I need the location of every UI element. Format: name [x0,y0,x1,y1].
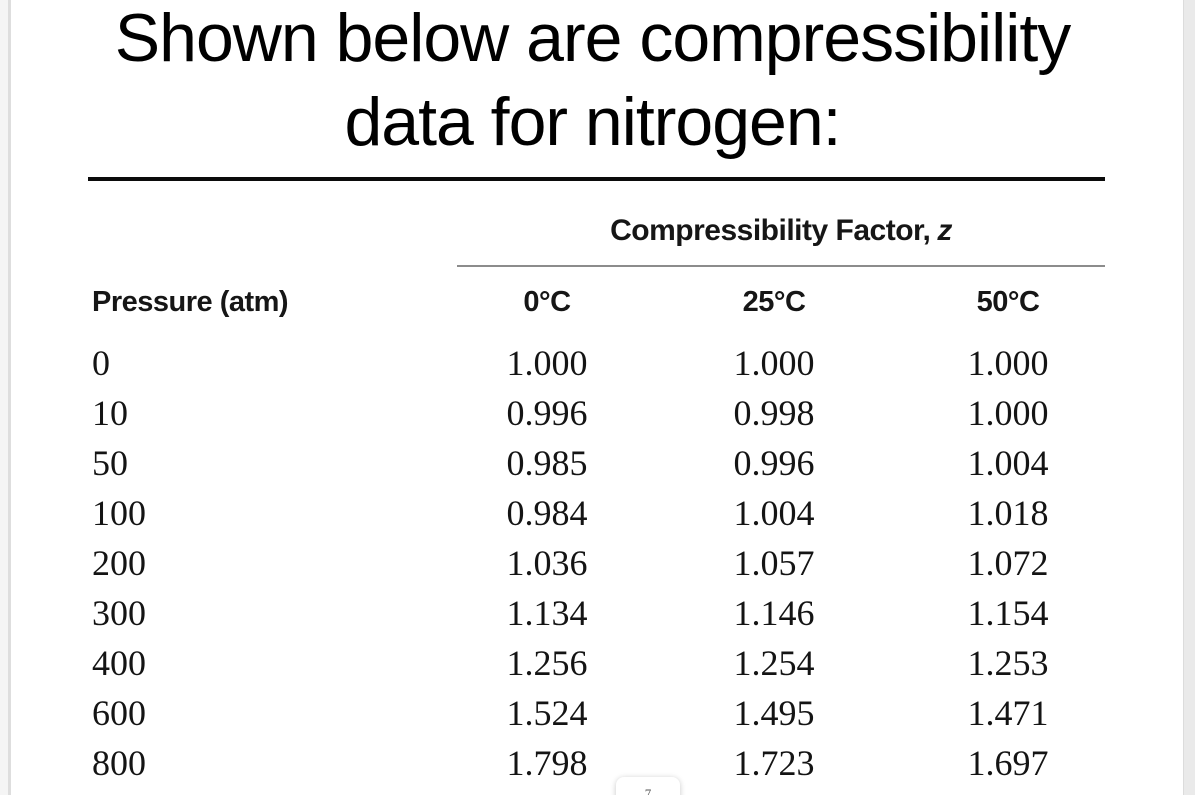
table-row: 200 1.036 1.057 1.072 [90,538,1105,588]
pressure-cell: 800 [92,743,146,783]
z-cell-25c: 1.495 [733,693,815,733]
pressure-cell: 200 [92,543,146,583]
page-indicator[interactable]: 7 [616,777,680,795]
z-cell-25c: 1.004 [733,493,815,533]
column-header-temp-50c: 50°C [976,285,1040,318]
column-header-temp-25c: 25°C [742,285,806,318]
pressure-cell: 400 [92,643,146,683]
z-cell-25c: 1.000 [733,343,815,383]
table-body: 0 1.000 1.000 1.000 10 0.996 0.998 1.000… [90,338,1105,788]
z-cell-25c: 1.146 [733,593,815,633]
group-header-label: Compressibility Factor, [610,214,931,247]
z-cell-50c: 1.154 [967,593,1049,633]
z-cell-0c: 1.000 [506,343,588,383]
page-title-line-1: Shown below are compressibility [114,0,1071,76]
table-row: 100 0.984 1.004 1.018 [90,488,1105,538]
z-cell-0c: 0.984 [506,493,588,533]
table-row: 600 1.524 1.495 1.471 [90,688,1105,738]
pressure-cell: 100 [92,493,146,533]
column-header-temp-0c: 0°C [523,285,571,318]
z-cell-0c: 1.036 [506,543,588,583]
z-cell-50c: 1.000 [967,393,1049,433]
group-header-variable: z [937,214,952,247]
table-row: 800 1.798 1.723 1.697 [90,738,1105,788]
page-left-edge [0,0,11,795]
z-cell-50c: 1.072 [967,543,1049,583]
table-group-header: Compressibility Factor, z [457,208,1105,254]
z-cell-0c: 1.524 [506,693,588,733]
page-number: 7 [644,786,652,795]
z-cell-50c: 1.253 [967,643,1049,683]
pressure-cell: 0 [92,343,110,383]
z-cell-0c: 1.798 [506,743,588,783]
table-row: 300 1.134 1.146 1.154 [90,588,1105,638]
z-cell-25c: 1.254 [733,643,815,683]
z-cell-25c: 1.723 [733,743,815,783]
pressure-cell: 300 [92,593,146,633]
table-row: 10 0.996 0.998 1.000 [90,388,1105,438]
z-cell-0c: 1.256 [506,643,588,683]
z-cell-0c: 1.134 [506,593,588,633]
pressure-cell: 10 [92,393,128,433]
z-cell-25c: 0.996 [733,443,815,483]
z-cell-50c: 1.018 [967,493,1049,533]
z-cell-50c: 1.471 [967,693,1049,733]
pressure-cell: 600 [92,693,146,733]
page-right-edge [1183,0,1195,795]
page-title-line-2: data for nitrogen: [344,84,841,160]
column-header-pressure: Pressure (atm) [92,285,289,318]
title-underline-rule [88,177,1105,181]
z-cell-25c: 1.057 [733,543,815,583]
z-cell-0c: 0.985 [506,443,588,483]
table-row: 50 0.985 0.996 1.004 [90,438,1105,488]
pressure-cell: 50 [92,443,128,483]
z-cell-50c: 1.000 [967,343,1049,383]
table-row: 0 1.000 1.000 1.000 [90,338,1105,388]
z-cell-50c: 1.004 [967,443,1049,483]
z-cell-25c: 0.998 [733,393,815,433]
z-cell-0c: 0.996 [506,393,588,433]
table-row: 400 1.256 1.254 1.253 [90,638,1105,688]
table-header-row: Pressure (atm) 0°C 25°C 50°C [90,282,1105,322]
z-cell-50c: 1.697 [967,743,1049,783]
page-title: Shown below are compressibility data for… [40,0,1145,164]
group-header-underline-rule [457,265,1105,267]
